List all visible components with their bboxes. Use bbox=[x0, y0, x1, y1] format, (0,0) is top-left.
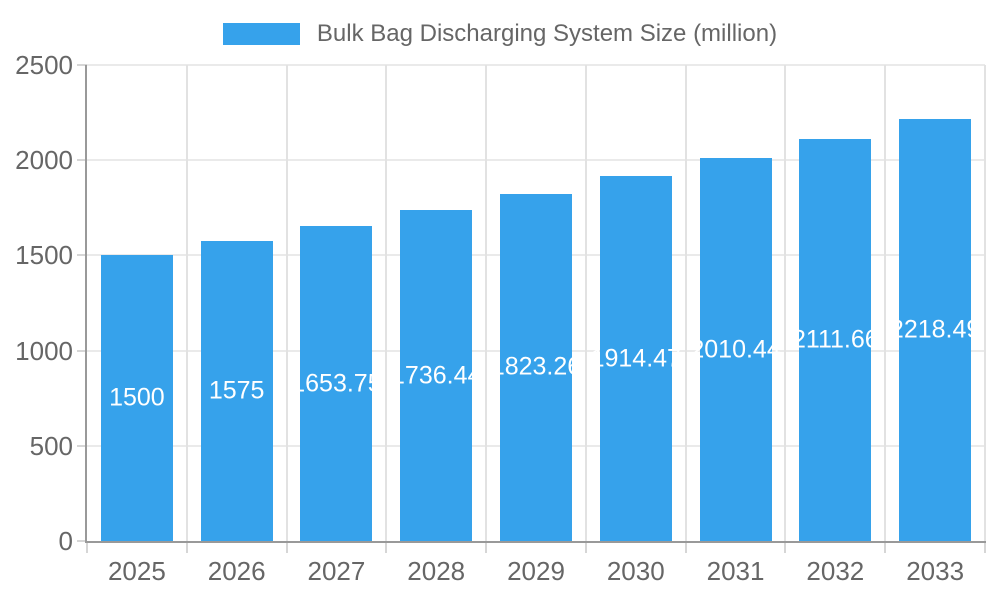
bar-2030[interactable] bbox=[599, 176, 672, 541]
x-tick-label: 2025 bbox=[107, 556, 166, 586]
v-gridline bbox=[784, 65, 787, 541]
y-tick-label: 500 bbox=[29, 430, 73, 461]
y-tick-mark bbox=[77, 444, 87, 447]
bar-2029[interactable] bbox=[500, 193, 572, 541]
bar-value-label: 1653.75 bbox=[291, 369, 382, 398]
v-gridline bbox=[984, 65, 986, 541]
y-tick-label: 2000 bbox=[15, 145, 73, 176]
v-gridline bbox=[285, 65, 288, 541]
bar-value-label: 1914.47 bbox=[590, 344, 681, 373]
x-tick-mark bbox=[884, 543, 887, 553]
x-axis-line bbox=[85, 541, 986, 543]
y-tick-label: 0 bbox=[58, 526, 73, 556]
x-tick-label: 2031 bbox=[706, 556, 765, 586]
bar-2028[interactable] bbox=[400, 210, 473, 541]
x-tick-mark bbox=[485, 543, 488, 553]
bar-value-label: 1500 bbox=[109, 383, 165, 412]
x-tick-mark bbox=[584, 543, 587, 553]
bar-2033[interactable] bbox=[899, 118, 972, 541]
x-tick-mark bbox=[984, 543, 986, 553]
y-axis-line bbox=[85, 65, 87, 543]
h-gridline bbox=[87, 64, 985, 66]
legend-color-swatch-icon bbox=[222, 23, 300, 45]
v-gridline bbox=[584, 65, 587, 541]
y-tick-label: 1000 bbox=[15, 335, 73, 366]
x-tick-mark bbox=[86, 543, 88, 553]
legend-label: Bulk Bag Discharging System Size (millio… bbox=[316, 20, 778, 47]
v-gridline bbox=[884, 65, 887, 541]
h-gridline bbox=[87, 159, 985, 162]
bar-value-label: 2218.49 bbox=[889, 315, 981, 344]
v-gridline bbox=[385, 65, 388, 541]
bar-value-label: 1823.26 bbox=[490, 352, 582, 381]
v-gridline bbox=[185, 65, 188, 541]
x-tick-mark bbox=[684, 543, 687, 553]
v-gridline bbox=[684, 65, 687, 541]
bar-value-label: 1736.44 bbox=[391, 361, 482, 390]
x-tick-mark bbox=[784, 543, 787, 553]
bar-2032[interactable] bbox=[799, 138, 872, 541]
y-tick-mark bbox=[77, 64, 87, 66]
x-tick-mark bbox=[185, 543, 188, 553]
bar-value-label: 1575 bbox=[208, 376, 265, 405]
y-tick-mark bbox=[77, 349, 87, 352]
x-tick-label: 2028 bbox=[407, 556, 466, 586]
bar-value-label: 2111.66 bbox=[791, 325, 879, 354]
v-gridline bbox=[485, 65, 488, 541]
bar-2031[interactable] bbox=[699, 158, 772, 541]
bar-2025[interactable] bbox=[100, 255, 173, 541]
x-tick-label: 2027 bbox=[307, 556, 366, 586]
legend-item[interactable]: Bulk Bag Discharging System Size (millio… bbox=[0, 20, 1000, 48]
y-tick-mark bbox=[77, 254, 87, 257]
x-tick-label: 2033 bbox=[906, 556, 965, 586]
x-tick-label: 2030 bbox=[606, 556, 665, 586]
x-tick-label: 2026 bbox=[207, 556, 266, 586]
x-tick-label: 2029 bbox=[507, 556, 565, 586]
bar-value-label: 2010.44 bbox=[690, 335, 781, 364]
x-tick-label: 2032 bbox=[806, 556, 865, 586]
bar-2026[interactable] bbox=[200, 241, 273, 541]
y-tick-mark bbox=[77, 540, 87, 542]
bar-2027[interactable] bbox=[300, 226, 373, 541]
y-tick-label: 1500 bbox=[15, 240, 73, 271]
x-tick-mark bbox=[385, 543, 388, 553]
x-tick-mark bbox=[285, 543, 288, 553]
y-tick-mark bbox=[77, 159, 87, 162]
y-tick-label: 2500 bbox=[15, 50, 73, 80]
